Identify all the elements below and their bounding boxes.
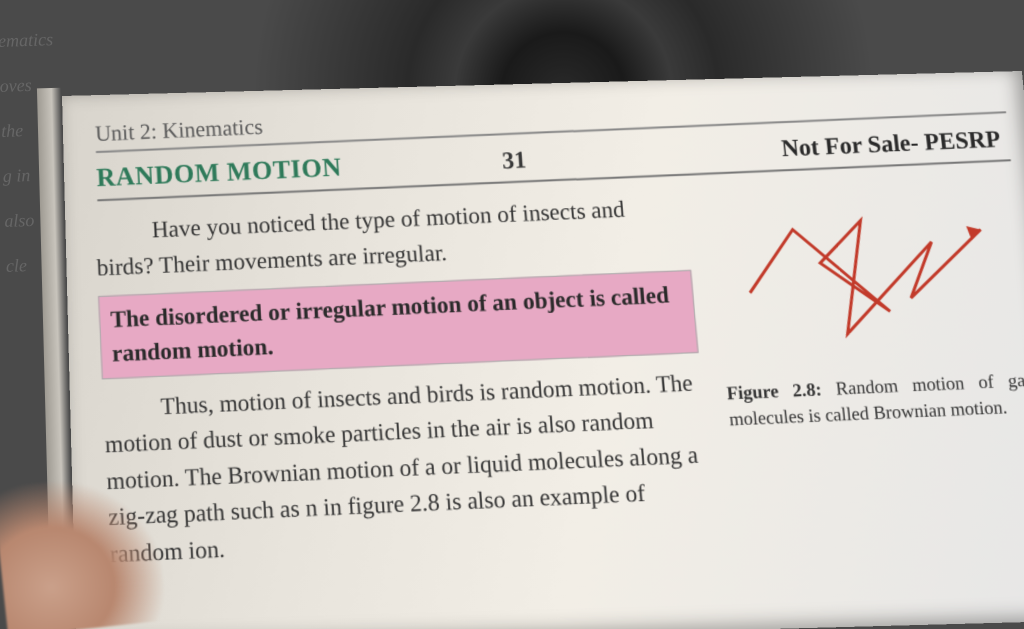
paragraph-body: Thus, motion of insects and birds is ran… — [102, 365, 715, 573]
text-column: Have you noticed the type of motion of i… — [94, 190, 716, 584]
content-columns: Have you noticed the type of motion of i… — [94, 176, 1024, 584]
section-title: RANDOM MOTION — [96, 152, 343, 193]
not-for-sale-label: Not For Sale- PESRP — [780, 126, 1010, 163]
paragraph-intro: Have you noticed the type of motion of i… — [94, 190, 690, 286]
figure-column: Figure 2.8: Random motion of gas molecul… — [708, 176, 1024, 556]
figure-label: Figure 2.8: — [726, 379, 823, 404]
spine-frag: ematics — [0, 29, 54, 52]
figure-caption: Figure 2.8: Random motion of gas molecul… — [726, 367, 1024, 433]
zigzag-path — [744, 215, 992, 338]
page-number: 31 — [501, 147, 527, 175]
textbook-page: Unit 2: Kinematics RANDOM MOTION 31 Not … — [62, 71, 1024, 629]
random-motion-diagram — [729, 184, 1009, 369]
definition-highlight: The disordered or irregular motion of an… — [98, 270, 698, 379]
